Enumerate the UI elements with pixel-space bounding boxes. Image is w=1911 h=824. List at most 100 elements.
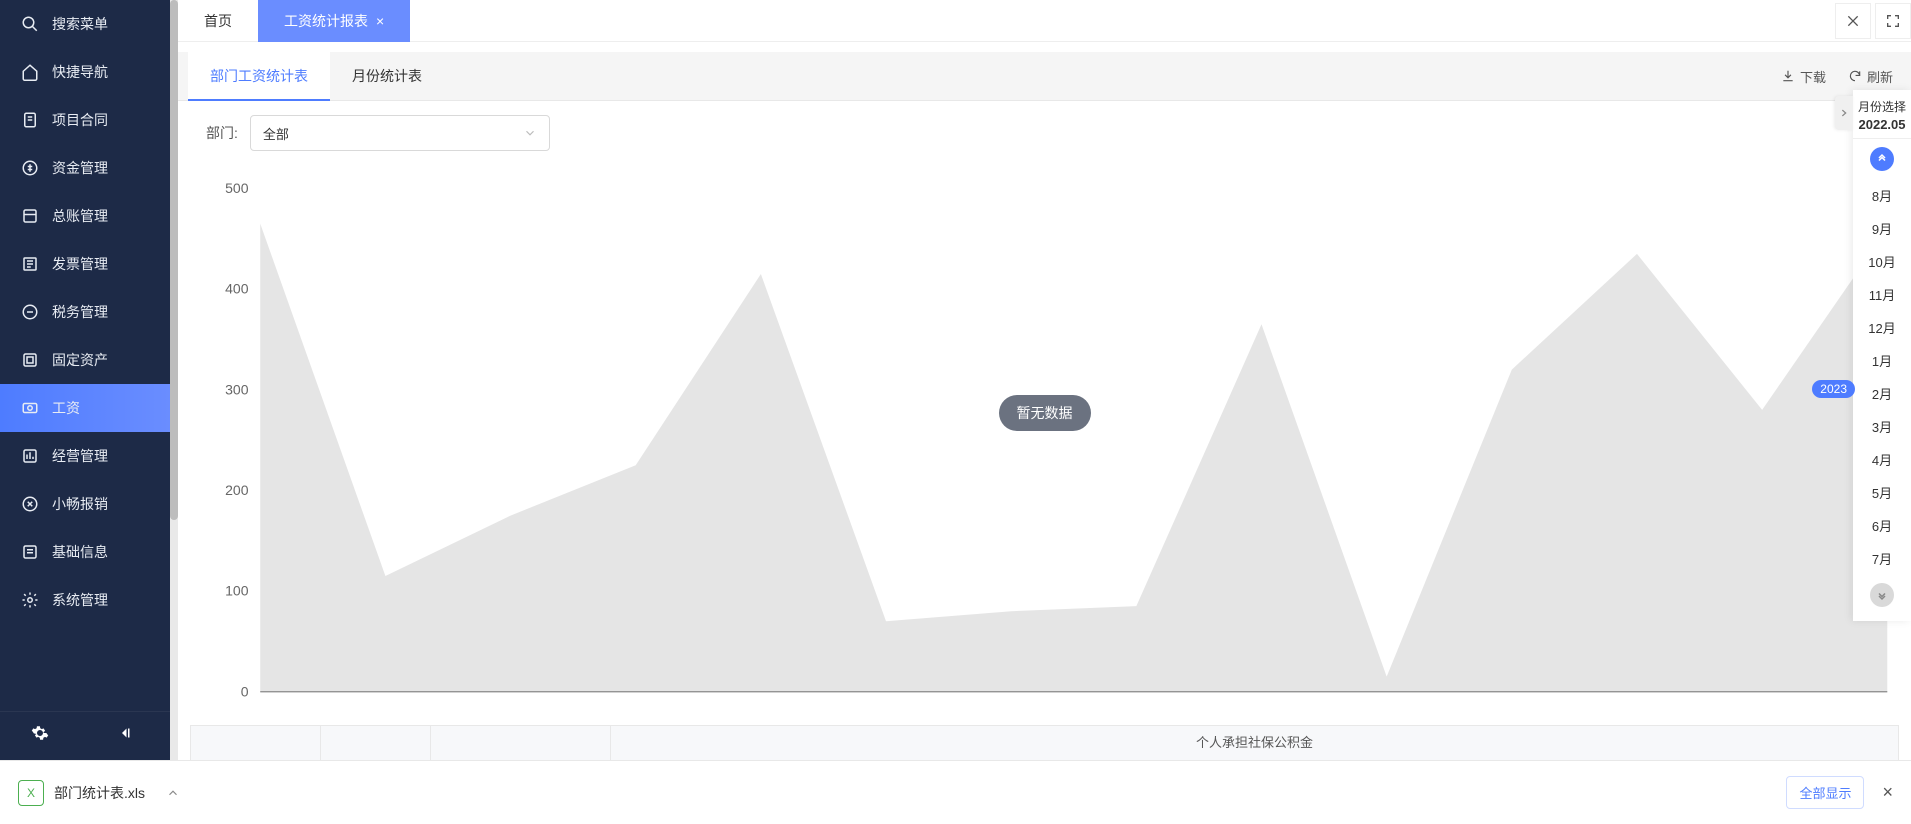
sidebar-item-salary[interactable]: 工资 [0,384,170,432]
sidebar-item-label: 小畅报销 [52,494,108,514]
sidebar-item-label: 税务管理 [52,302,108,322]
month-item[interactable]: 1月 [1853,344,1911,377]
month-panel-title: 月份选择 [1853,96,1911,117]
sidebar-item-contract[interactable]: 项目合同 [0,96,170,144]
download-file-menu[interactable] [159,779,187,807]
salary-icon [20,398,40,418]
sidebar-item-funds[interactable]: 资金管理 [0,144,170,192]
month-item[interactable]: 7月 [1853,542,1911,575]
month-item[interactable]: 5月 [1853,476,1911,509]
ledger-icon [20,206,40,226]
sidebar-item-ops[interactable]: 经营管理 [0,432,170,480]
expense-icon [20,494,40,514]
month-item[interactable]: 9月 [1853,212,1911,245]
month-item[interactable]: 10月 [1853,245,1911,278]
no-data-label: 暂无数据 [1017,405,1073,421]
download-bar-close[interactable]: × [1882,782,1893,803]
sidebar-item-invoice[interactable]: 发票管理 [0,240,170,288]
no-data-badge: 暂无数据 [999,395,1091,431]
th-payable [431,726,611,757]
chevron-down-icon [523,126,537,140]
download-icon [1781,69,1795,83]
month-item[interactable]: 3月 [1853,410,1911,443]
system-icon [20,590,40,610]
content-tab-label: 部门工资统计表 [210,68,308,84]
month-item[interactable]: 12月 [1853,311,1911,344]
sidebar-item-label: 搜索菜单 [52,14,108,34]
invoice-icon [20,254,40,274]
sidebar-item-search[interactable]: 搜索菜单 [0,0,170,48]
th-dept [191,726,321,757]
download-bar-right: 全部显示 × [1786,776,1893,809]
download-button[interactable]: 下载 [1781,67,1826,86]
download-file[interactable]: X 部门统计表.xls [18,780,145,806]
area-chart: 0100200300400500 [190,165,1899,715]
select-value: 全部 [263,124,289,143]
th-count [321,726,431,757]
fullscreen-button[interactable] [1875,3,1911,39]
sidebar-item-label: 快捷导航 [52,62,108,82]
sidebar-bottom [0,711,170,760]
sidebar-item-label: 经营管理 [52,446,108,466]
content-tab-label: 月份统计表 [352,68,422,84]
chart-area: 0100200300400500 暂无数据 [190,165,1899,715]
svg-text:400: 400 [225,281,249,297]
money-icon [20,158,40,178]
sidebar-item-info[interactable]: 基础信息 [0,528,170,576]
download-filename: 部门统计表.xls [54,783,145,803]
sidebar-item-label: 资金管理 [52,158,108,178]
sidebar-scrollbar[interactable] [170,0,178,760]
dept-select[interactable]: 全部 [250,115,550,151]
month-item[interactable]: 2月 [1853,377,1911,410]
ops-icon [20,446,40,466]
show-all-button[interactable]: 全部显示 [1786,776,1864,809]
search-icon [20,14,40,34]
sidebar-item-label: 项目合同 [52,110,108,130]
sidebar-item-label: 工资 [52,398,80,418]
table-header-row1: 个人承担社保公积金 [191,726,1898,757]
month-panel-current: 2022.05 [1853,117,1911,139]
collapse-icon[interactable] [116,724,140,748]
tax-icon [20,302,40,322]
filter-label: 部门: [206,123,238,143]
info-icon [20,542,40,562]
sidebar: 搜索菜单 快捷导航 项目合同 资金管理 总账管理 发票管理 [0,0,170,760]
page-tab-home[interactable]: 首页 [178,0,258,42]
sidebar-item-system[interactable]: 系统管理 [0,576,170,624]
svg-text:100: 100 [225,583,249,599]
sidebar-menu: 搜索菜单 快捷导航 项目合同 资金管理 总账管理 发票管理 [0,0,170,711]
month-item[interactable]: 6月 [1853,509,1911,542]
close-all-button[interactable] [1835,3,1871,39]
sidebar-item-expense[interactable]: 小畅报销 [0,480,170,528]
page-tab-salary-report[interactable]: 工资统计报表 × [258,0,410,42]
year-badge: 2023 [1812,380,1855,398]
sidebar-item-quicknav[interactable]: 快捷导航 [0,48,170,96]
month-item[interactable]: 11月 [1853,278,1911,311]
content-tabs: 部门工资统计表 月份统计表 下载 刷新 [178,52,1911,101]
action-label: 下载 [1800,67,1826,86]
sidebar-item-label: 发票管理 [52,254,108,274]
sidebar-item-tax[interactable]: 税务管理 [0,288,170,336]
page-tabs: 首页 工资统计报表 × [178,0,1911,42]
sidebar-item-label: 系统管理 [52,590,108,610]
page-tab-label: 工资统计报表 [284,0,368,42]
sidebar-item-asset[interactable]: 固定资产 [0,336,170,384]
refresh-icon [1848,69,1862,83]
month-nav-down[interactable] [1870,583,1894,607]
month-nav-up[interactable] [1870,147,1894,171]
month-item[interactable]: 4月 [1853,443,1911,476]
sidebar-item-label: 总账管理 [52,206,108,226]
month-panel-toggle[interactable] [1835,96,1853,130]
close-icon[interactable]: × [376,0,384,42]
svg-text:300: 300 [225,381,249,397]
month-picker-panel: 月份选择 2022.05 8月9月10月11月12月1月2月3月4月5月6月7月 [1853,90,1911,621]
month-item[interactable]: 8月 [1853,179,1911,212]
content-tab-month[interactable]: 月份统计表 [330,52,444,100]
sidebar-item-ledger[interactable]: 总账管理 [0,192,170,240]
content-tab-dept[interactable]: 部门工资统计表 [188,52,330,100]
download-bar: X 部门统计表.xls 全部显示 × [0,760,1911,824]
sidebar-scrollbar-thumb[interactable] [170,0,178,520]
settings-icon[interactable] [31,724,55,748]
refresh-button[interactable]: 刷新 [1848,67,1893,86]
page-tabs-actions [1831,0,1911,42]
